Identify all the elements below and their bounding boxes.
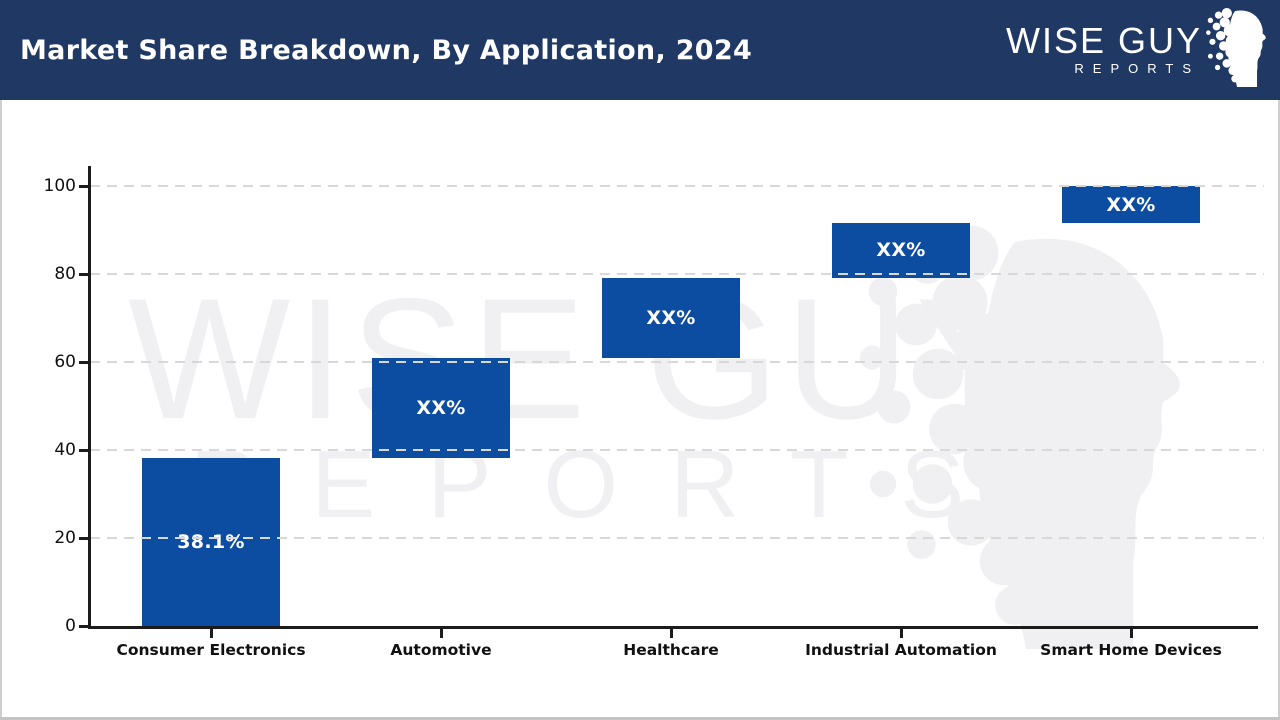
y-tick-label-0: 0 — [65, 616, 76, 636]
bar-value-label-automotive: XX% — [416, 396, 466, 419]
y-tick-label-20: 20 — [54, 528, 76, 548]
y-tick-label-100: 100 — [43, 176, 76, 196]
gridline-40 — [90, 449, 1264, 451]
bar-value-label-smart-home-devices: XX% — [1106, 193, 1156, 216]
x-tick-mark-industrial-automation — [900, 629, 903, 638]
bar-value-label-industrial-automation: XX% — [876, 239, 926, 262]
app-header: Market Share Breakdown, By Application, … — [0, 0, 1280, 100]
x-category-label-industrial-automation: Industrial Automation — [805, 641, 997, 659]
bar-automotive: XX% — [372, 357, 510, 459]
logo-wordmark-line2: REPORTS — [1074, 61, 1200, 76]
logo-wordmark: WISE GUY REPORTS — [1006, 22, 1202, 78]
bar-consumer-electronics: 38.1% — [142, 458, 280, 626]
x-category-label-smart-home-devices: Smart Home Devices — [1040, 641, 1222, 659]
y-tick-mark-0 — [79, 625, 89, 628]
right-border — [1278, 100, 1280, 720]
page-title: Market Share Breakdown, By Application, … — [20, 34, 753, 66]
x-tick-mark-automotive — [440, 629, 443, 638]
bar-value-label-healthcare: XX% — [646, 306, 696, 329]
y-tick-label-60: 60 — [54, 352, 76, 372]
y-tick-label-40: 40 — [54, 440, 76, 460]
x-tick-mark-smart-home-devices — [1130, 629, 1133, 638]
gridline-20 — [90, 537, 1264, 539]
x-axis-line — [88, 626, 1258, 629]
bar-value-label-consumer-electronics: 38.1% — [177, 531, 245, 554]
y-tick-mark-60 — [79, 361, 89, 364]
bottom-border — [0, 717, 1280, 720]
gridline-100 — [90, 185, 1264, 187]
x-category-label-healthcare: Healthcare — [623, 641, 719, 659]
x-category-label-automotive: Automotive — [390, 641, 492, 659]
y-tick-mark-80 — [79, 273, 89, 276]
left-border — [0, 100, 2, 720]
y-tick-label-80: 80 — [54, 264, 76, 284]
watermark-wordmark-line1: WISE GUY — [128, 263, 1037, 455]
brand-logo: WISE GUY REPORTS — [1006, 6, 1266, 94]
x-tick-mark-consumer-electronics — [210, 629, 213, 638]
logo-wordmark-line1: WISE GUY — [1005, 20, 1202, 61]
logo-head-icon — [1204, 7, 1266, 93]
y-tick-mark-40 — [79, 449, 89, 452]
bar-smart-home-devices: XX% — [1062, 186, 1200, 224]
gridline-60 — [90, 361, 1264, 363]
y-axis-line — [88, 166, 91, 629]
y-tick-mark-20 — [79, 537, 89, 540]
gridline-80 — [90, 273, 1264, 275]
watermark-wordmark-line2: REPORTS — [190, 431, 1017, 538]
x-tick-mark-healthcare — [670, 629, 673, 638]
chart-area: WISE GUY REPORTS 0 20 40 60 80 100 38.1% XX% XX%… — [0, 100, 1280, 720]
y-tick-mark-100 — [79, 185, 89, 188]
bar-healthcare: XX% — [602, 277, 740, 358]
bar-industrial-automation: XX% — [832, 223, 970, 278]
x-category-label-consumer-electronics: Consumer Electronics — [116, 641, 306, 659]
